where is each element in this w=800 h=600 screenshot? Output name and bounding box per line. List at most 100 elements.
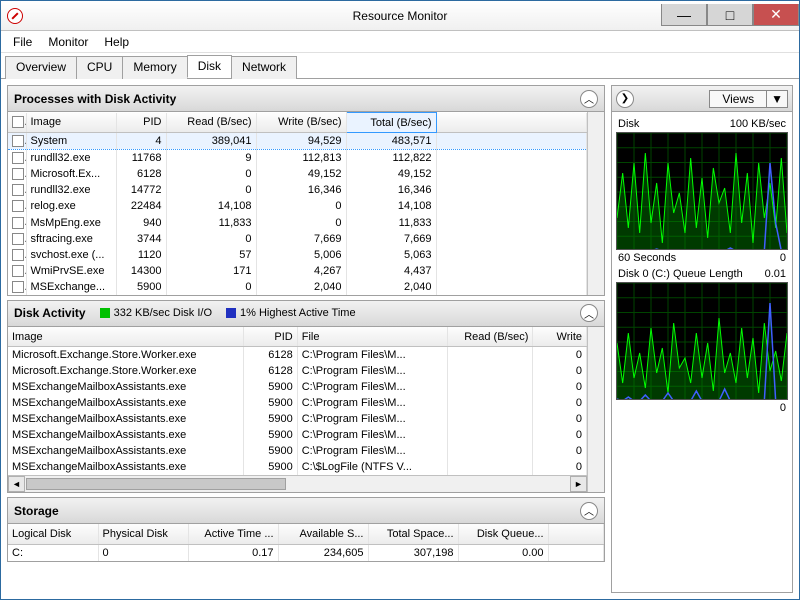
- table-row[interactable]: relog.exe2248414,108014,108: [8, 198, 587, 214]
- col-read[interactable]: Read (B/sec): [166, 113, 256, 133]
- col-total[interactable]: Total (B/sec): [346, 113, 436, 133]
- processes-panel-header[interactable]: Processes with Disk Activity ︿: [8, 86, 604, 112]
- cell: 0: [256, 198, 346, 214]
- col-write[interactable]: Write: [533, 327, 587, 347]
- menu-monitor[interactable]: Monitor: [40, 33, 96, 51]
- row-checkbox[interactable]: [8, 247, 26, 263]
- cell: 0: [533, 347, 587, 364]
- table-row[interactable]: Microsoft.Exchange.Store.Worker.exe6128C…: [8, 363, 587, 379]
- col-image[interactable]: Image: [26, 113, 116, 133]
- scroll-thumb[interactable]: [26, 478, 286, 490]
- table-row[interactable]: MSExchange...590002,0402,040: [8, 279, 587, 295]
- cell: 16,346: [346, 182, 436, 198]
- cell: 14772: [116, 182, 166, 198]
- col-pid[interactable]: PID: [116, 113, 166, 133]
- collapse-icon[interactable]: ︿: [580, 304, 598, 322]
- table-row[interactable]: Microsoft.Exchange.Store.Worker.exe6128C…: [8, 347, 587, 364]
- close-button[interactable]: ✕: [753, 4, 799, 26]
- col-image[interactable]: Image: [8, 327, 244, 347]
- table-row[interactable]: MSExchangeMailboxAssistants.exe5900C:\Pr…: [8, 395, 587, 411]
- app-icon: [7, 8, 23, 24]
- row-checkbox[interactable]: [8, 279, 26, 295]
- maximize-button[interactable]: □: [707, 4, 753, 26]
- tab-network[interactable]: Network: [231, 56, 297, 79]
- cell: 234,605: [278, 544, 368, 561]
- cell: MSExchangeMailboxAssistants.exe: [8, 443, 244, 459]
- table-row[interactable]: MSExchangeMailboxAssistants.exe5900C:\Pr…: [8, 427, 587, 443]
- tab-disk[interactable]: Disk: [187, 55, 232, 78]
- views-dropdown-icon[interactable]: ▼: [767, 90, 788, 108]
- graph2-title: Disk 0 (C:) Queue Length: [618, 268, 743, 280]
- processes-scrollbar[interactable]: [587, 112, 604, 295]
- storage-header[interactable]: Storage ︿: [8, 498, 604, 524]
- graphs-panel: ❯ Views ▼ Disk 100 KB/sec 60 Seconds 0 D…: [611, 85, 793, 593]
- row-checkbox[interactable]: [8, 182, 26, 198]
- col-avail[interactable]: Available S...: [278, 524, 368, 544]
- cell: 0: [256, 214, 346, 230]
- menubar: File Monitor Help: [1, 31, 799, 53]
- menu-help[interactable]: Help: [96, 33, 137, 51]
- table-row[interactable]: rundll32.exe14772016,34616,346: [8, 182, 587, 198]
- menu-file[interactable]: File: [5, 33, 40, 51]
- row-checkbox[interactable]: [8, 214, 26, 230]
- cell: 11768: [116, 150, 166, 167]
- col-file[interactable]: File: [297, 327, 447, 347]
- cell: 0: [166, 166, 256, 182]
- row-checkbox[interactable]: [8, 231, 26, 247]
- cell: 307,198: [368, 544, 458, 561]
- cell: C:\Program Files\M...: [297, 347, 447, 364]
- checkbox-header[interactable]: [8, 113, 26, 133]
- col-active[interactable]: Active Time ...: [188, 524, 278, 544]
- cell: 49,152: [256, 166, 346, 182]
- row-checkbox[interactable]: [8, 133, 26, 150]
- table-row[interactable]: MSExchangeMailboxAssistants.exe5900C:\$L…: [8, 459, 587, 475]
- table-row[interactable]: sftracing.exe374407,6697,669: [8, 231, 587, 247]
- cell: 4,437: [346, 263, 436, 279]
- col-logical[interactable]: Logical Disk: [8, 524, 98, 544]
- graph1-scale: 100 KB/sec: [730, 118, 786, 130]
- scroll-right-icon[interactable]: ►: [570, 476, 587, 492]
- cell: relog.exe: [26, 198, 116, 214]
- collapse-icon[interactable]: ︿: [580, 502, 598, 520]
- table-row[interactable]: MSExchangeMailboxAssistants.exe5900C:\Pr…: [8, 411, 587, 427]
- row-checkbox[interactable]: [8, 198, 26, 214]
- table-row[interactable]: svchost.exe (...1120575,0065,063: [8, 247, 587, 263]
- tab-cpu[interactable]: CPU: [76, 56, 123, 79]
- disk-activity-hscroll[interactable]: ◄ ►: [8, 475, 587, 492]
- tabstrip: Overview CPU Memory Disk Network: [1, 53, 799, 79]
- table-row[interactable]: WmiPrvSE.exe143001714,2674,437: [8, 263, 587, 279]
- col-read[interactable]: Read (B/sec): [447, 327, 533, 347]
- table-row[interactable]: MsMpEng.exe94011,833011,833: [8, 214, 587, 230]
- cell: [447, 411, 533, 427]
- table-row[interactable]: rundll32.exe117689112,813112,822: [8, 150, 587, 167]
- cell: 112,813: [256, 150, 346, 167]
- table-row[interactable]: C:00.17234,605307,1980.00: [8, 544, 604, 561]
- scroll-left-icon[interactable]: ◄: [8, 476, 25, 492]
- cell: MSExchangeMailboxAssistants.exe: [8, 379, 244, 395]
- col-pid[interactable]: PID: [244, 327, 298, 347]
- cell: 1120: [116, 247, 166, 263]
- table-row[interactable]: MSExchangeMailboxAssistants.exe5900C:\Pr…: [8, 379, 587, 395]
- views-button[interactable]: Views: [709, 90, 767, 108]
- table-row[interactable]: MSExchangeMailboxAssistants.exe5900C:\Pr…: [8, 443, 587, 459]
- tab-memory[interactable]: Memory: [122, 56, 187, 79]
- row-checkbox[interactable]: [8, 166, 26, 182]
- cell: 94,529: [256, 133, 346, 150]
- collapse-icon[interactable]: ︿: [580, 90, 598, 108]
- table-row[interactable]: System4389,04194,529483,571: [8, 133, 587, 150]
- table-row[interactable]: Microsoft.Ex...6128049,15249,152: [8, 166, 587, 182]
- titlebar[interactable]: Resource Monitor — □ ✕: [1, 1, 799, 31]
- legend-active: 1% Highest Active Time: [226, 307, 356, 319]
- tab-overview[interactable]: Overview: [5, 56, 77, 79]
- row-checkbox[interactable]: [8, 150, 26, 167]
- col-write[interactable]: Write (B/sec): [256, 113, 346, 133]
- disk-activity-vscroll[interactable]: [587, 327, 604, 493]
- collapse-right-icon[interactable]: ❯: [616, 90, 634, 108]
- minimize-button[interactable]: —: [661, 4, 707, 26]
- col-total[interactable]: Total Space...: [368, 524, 458, 544]
- disk-activity-panel: Disk Activity 332 KB/sec Disk I/O 1% Hig…: [7, 300, 605, 494]
- col-physical[interactable]: Physical Disk: [98, 524, 188, 544]
- disk-activity-header[interactable]: Disk Activity 332 KB/sec Disk I/O 1% Hig…: [8, 301, 604, 327]
- row-checkbox[interactable]: [8, 263, 26, 279]
- col-queue[interactable]: Disk Queue...: [458, 524, 548, 544]
